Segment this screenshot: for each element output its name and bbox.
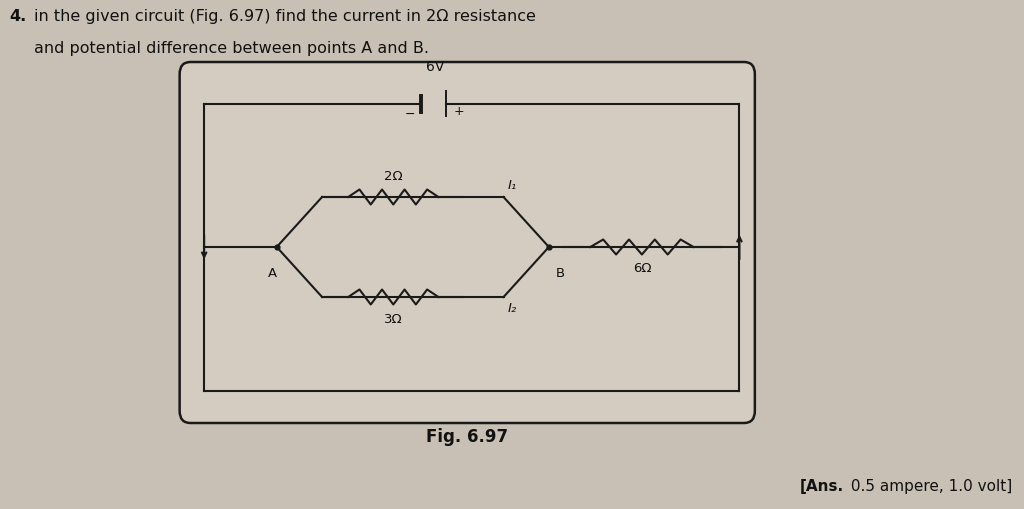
Text: +: + xyxy=(454,105,465,119)
Text: 6V: 6V xyxy=(426,60,444,74)
Text: I₁: I₁ xyxy=(508,179,517,192)
Text: −: − xyxy=(404,107,416,121)
Text: 2Ω: 2Ω xyxy=(384,170,402,183)
Text: 3Ω: 3Ω xyxy=(384,313,402,326)
Text: [Ans.: [Ans. xyxy=(800,479,844,495)
Text: A: A xyxy=(267,267,276,280)
FancyBboxPatch shape xyxy=(179,62,755,423)
Text: 0.5 ampere, 1.0 volt]: 0.5 ampere, 1.0 volt] xyxy=(846,479,1012,495)
Text: 6Ω: 6Ω xyxy=(633,262,651,275)
Text: in the given circuit (Fig. 6.97) find the current in 2Ω resistance: in the given circuit (Fig. 6.97) find th… xyxy=(35,9,537,24)
Text: B: B xyxy=(556,267,565,280)
Text: and potential difference between points A and B.: and potential difference between points … xyxy=(35,41,429,56)
Text: I₂: I₂ xyxy=(508,302,517,315)
Text: Fig. 6.97: Fig. 6.97 xyxy=(426,428,508,446)
Text: 4.: 4. xyxy=(9,9,27,24)
